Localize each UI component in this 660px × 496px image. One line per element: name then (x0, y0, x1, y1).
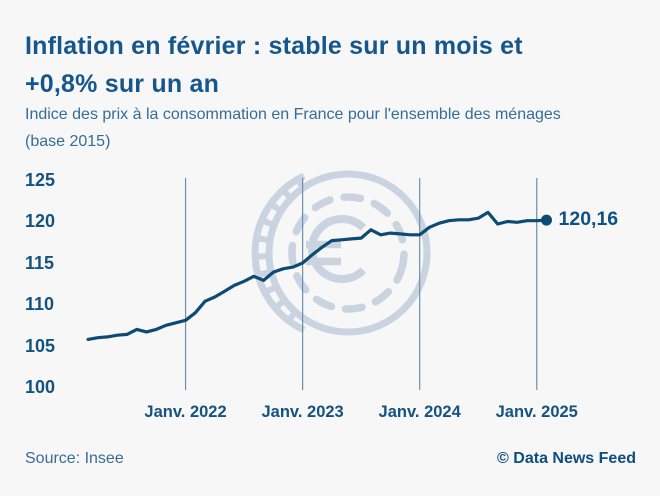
x-axis-tick-label: Janv. 2025 (495, 403, 578, 421)
title-line-2: +0,8% sur un an (25, 70, 220, 98)
subtitle-line-1: Indice des prix à la consommation en Fra… (25, 106, 561, 123)
x-axis-tick-label: Janv. 2022 (144, 403, 227, 421)
chart-subtitle: Indice des prix à la consommation en Fra… (25, 101, 645, 155)
cpi-series-line (86, 210, 549, 341)
year-gridlines (184, 178, 538, 390)
subtitle-line-2: (base 2015) (25, 133, 111, 150)
x-axis-tick-label: Janv. 2024 (378, 403, 461, 421)
title-line-1: Inflation en février : stable sur un moi… (25, 32, 523, 60)
y-axis-tick-label: 105 (25, 335, 56, 356)
page-title: Inflation en février : stable sur un moi… (25, 27, 640, 103)
y-axis-tick-label: 115 (25, 252, 55, 273)
euro-coin-icon (251, 170, 431, 336)
y-axis-tick-label: 120 (25, 211, 56, 231)
y-axis-tick-label: 125 (25, 169, 56, 190)
x-axis-tick-label: Janv. 2023 (261, 403, 344, 421)
y-axis-tick-label: 110 (25, 294, 55, 314)
copyright-label: © Data News Feed (497, 450, 636, 467)
source-label: Source: Insee (25, 450, 124, 467)
last-value-dot (541, 214, 552, 226)
y-axis-tick-label: 100 (25, 377, 56, 397)
last-value-label: 120,16 (558, 208, 619, 231)
